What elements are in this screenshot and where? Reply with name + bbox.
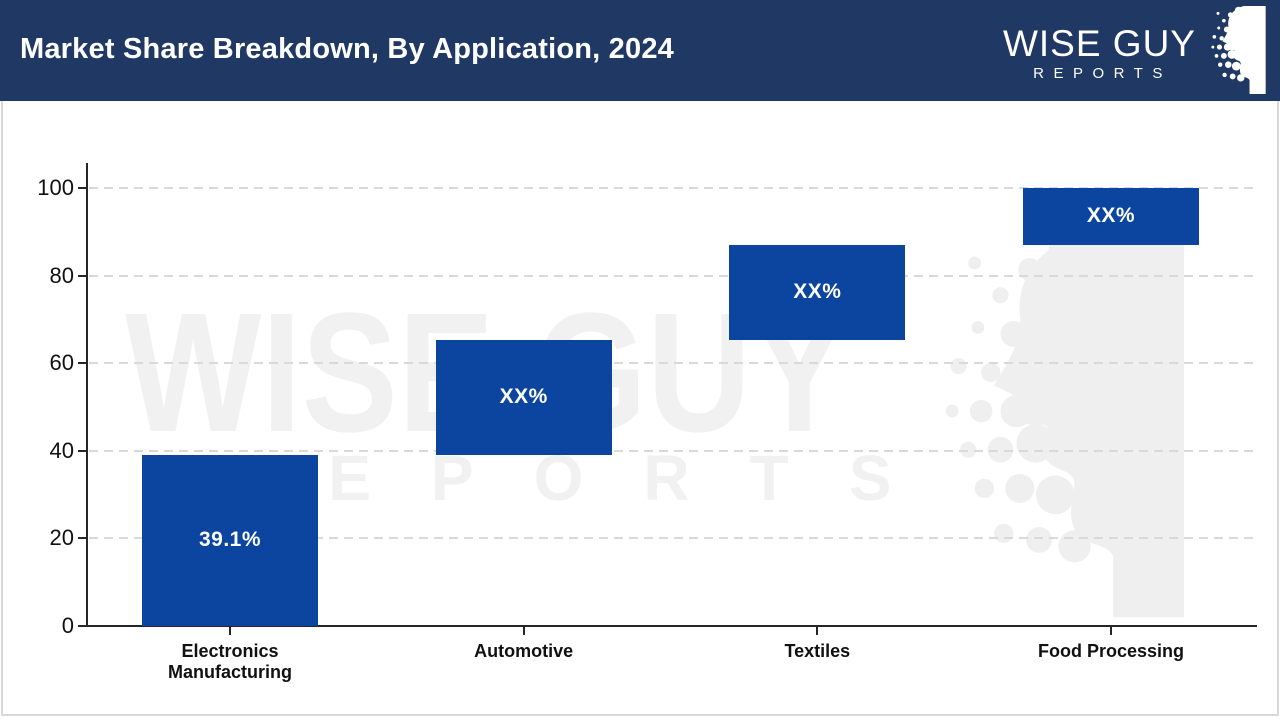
bar-value-label: XX% (793, 280, 842, 304)
brand-logo-text: WISE GUY REPORTS (1003, 25, 1196, 82)
x-tick (1110, 627, 1112, 635)
logo-reports-text: REPORTS (1033, 64, 1172, 82)
gridline-60 (89, 362, 1256, 365)
y-tick-label: 80 (49, 262, 74, 288)
y-tick-label: 100 (37, 175, 74, 200)
y-tick (78, 362, 86, 365)
gridline-100 (89, 187, 1256, 189)
brand-logo: WISE GUY REPORTS (1003, 6, 1272, 94)
y-tick (78, 274, 86, 277)
logo-wiseguy-text: WISE GUY (1002, 22, 1196, 64)
bar-food-processing: XX% (1023, 188, 1199, 245)
x-tick (816, 627, 819, 635)
y-tick-label: 0 (61, 613, 74, 638)
y-tick-label: 40 (49, 437, 74, 463)
gridline-40 (89, 449, 1256, 452)
bar-value-label: XX% (499, 385, 548, 409)
y-tick (78, 449, 86, 452)
y-tick-label: 20 (49, 525, 74, 551)
bar-automotive: XX% (435, 339, 612, 455)
y-tick-label: 60 (49, 350, 74, 376)
header-bar: Market Share Breakdown, By Application, … (0, 0, 1280, 101)
x-axis-line (86, 625, 1257, 627)
head-dots-icon (1211, 6, 1266, 94)
y-tick (78, 537, 86, 540)
bar-textiles: XX% (729, 244, 906, 340)
gridline-80 (89, 274, 1256, 277)
y-tick (78, 187, 86, 189)
x-category-label: Textiles (784, 641, 851, 661)
x-category-label: Automotive (474, 641, 574, 661)
bar-value-label: 39.1% (198, 528, 262, 552)
x-tick (229, 627, 231, 635)
bar-value-label: XX% (1086, 204, 1136, 228)
gridline-20 (89, 537, 1256, 540)
y-axis-line (86, 163, 88, 627)
x-category-label: Electronics Manufacturing (168, 641, 292, 682)
bar-electronics-manufacturing: 39.1% (142, 454, 318, 626)
chart-title: Market Share Breakdown, By Application, … (20, 33, 674, 65)
x-category-label: Food Processing (1037, 641, 1185, 661)
y-tick (78, 625, 86, 627)
x-tick (522, 627, 525, 635)
